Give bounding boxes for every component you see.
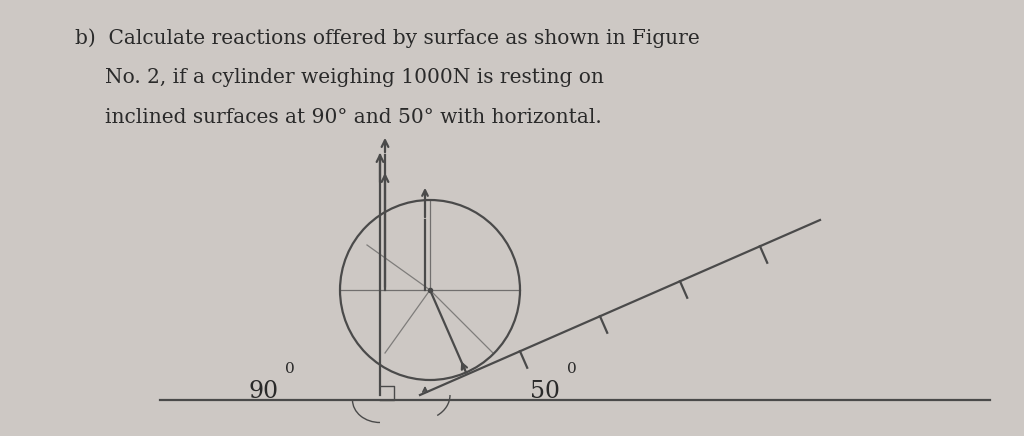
Bar	[655, 0, 676, 436]
Bar	[860, 0, 881, 436]
Bar	[287, 0, 307, 436]
Bar	[737, 0, 758, 436]
Bar	[205, 0, 225, 436]
Bar	[676, 0, 696, 436]
Bar	[717, 0, 737, 436]
Bar	[778, 0, 799, 436]
Bar	[758, 0, 778, 436]
Bar	[451, 0, 471, 436]
Bar	[102, 0, 123, 436]
Bar	[512, 0, 532, 436]
Bar	[61, 0, 82, 436]
Text: 50: 50	[530, 380, 560, 403]
Text: b)  Calculate reactions offered by surface as shown in Figure: b) Calculate reactions offered by surfac…	[75, 28, 699, 48]
Bar	[881, 0, 901, 436]
Bar	[430, 0, 451, 436]
Bar	[594, 0, 614, 436]
Bar	[819, 0, 840, 436]
Bar	[553, 0, 573, 436]
Bar	[492, 0, 512, 436]
Bar	[184, 0, 205, 436]
Bar	[41, 0, 61, 436]
Bar	[963, 0, 983, 436]
Bar	[614, 0, 635, 436]
Bar	[307, 0, 328, 436]
Bar	[696, 0, 717, 436]
Text: No. 2, if a cylinder weighing 1000N is resting on: No. 2, if a cylinder weighing 1000N is r…	[105, 68, 604, 87]
Bar	[799, 0, 819, 436]
Text: 90: 90	[248, 380, 279, 403]
Bar	[20, 0, 41, 436]
Text: inclined surfaces at 90° and 50° with horizontal.: inclined surfaces at 90° and 50° with ho…	[105, 108, 602, 127]
Bar	[922, 0, 942, 436]
Bar	[573, 0, 594, 436]
Bar	[246, 0, 266, 436]
Bar	[942, 0, 963, 436]
Bar	[471, 0, 492, 436]
Bar	[0, 0, 20, 436]
Bar	[901, 0, 922, 436]
Bar	[143, 0, 164, 436]
Bar	[1004, 0, 1024, 436]
Text: 0: 0	[567, 362, 577, 376]
Text: 0: 0	[285, 362, 295, 376]
Bar	[225, 0, 246, 436]
Bar	[532, 0, 553, 436]
Bar	[328, 0, 348, 436]
Bar	[82, 0, 102, 436]
Bar	[348, 0, 369, 436]
Bar	[983, 0, 1004, 436]
Bar	[369, 0, 389, 436]
Bar	[410, 0, 430, 436]
Bar	[389, 0, 410, 436]
Bar	[635, 0, 655, 436]
Bar	[266, 0, 287, 436]
Bar	[164, 0, 184, 436]
Bar	[123, 0, 143, 436]
Bar	[840, 0, 860, 436]
